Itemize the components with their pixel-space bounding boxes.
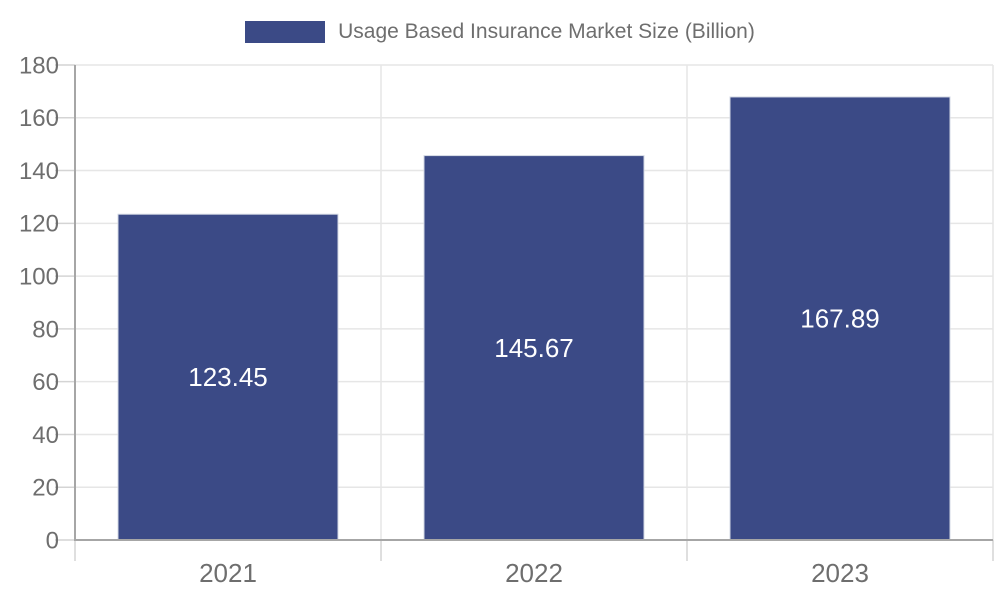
- y-tick-label: 60: [32, 369, 59, 396]
- y-tick-label: 140: [19, 158, 59, 185]
- y-tick-label: 120: [19, 211, 59, 238]
- x-tick-label: 2022: [505, 558, 563, 588]
- y-tick-label: 20: [32, 475, 59, 502]
- bar-2023: [729, 96, 951, 541]
- bar-value-label: 123.45: [188, 362, 268, 392]
- y-tick-label: 100: [19, 264, 59, 291]
- y-tick-label: 80: [32, 316, 59, 343]
- bar-2021: [117, 213, 339, 541]
- y-tick-label: 0: [46, 527, 59, 554]
- bar-2022: [423, 155, 645, 541]
- x-tick-label: 2021: [199, 558, 257, 588]
- x-tick-label: 2023: [811, 558, 869, 588]
- bar-value-label: 145.67: [494, 333, 574, 363]
- y-tick-label: 40: [32, 422, 59, 449]
- y-tick-label: 180: [19, 52, 59, 79]
- bar-value-label: 167.89: [800, 304, 880, 334]
- y-tick-label: 160: [19, 105, 59, 132]
